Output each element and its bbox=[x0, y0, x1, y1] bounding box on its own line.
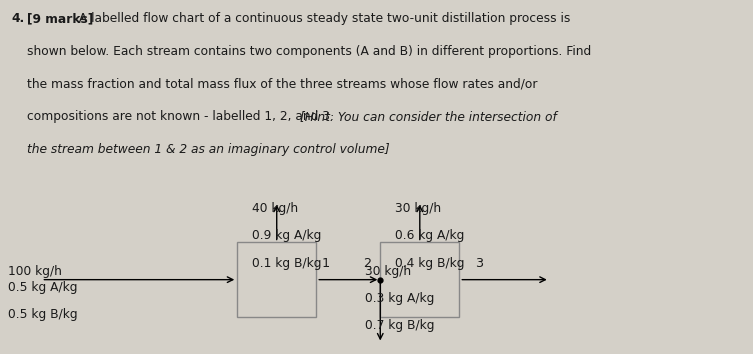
Text: 0.7 kg B/kg: 0.7 kg B/kg bbox=[365, 319, 434, 332]
Text: 0.1 kg B/kg: 0.1 kg B/kg bbox=[252, 257, 322, 270]
Text: 0.5 kg B/kg: 0.5 kg B/kg bbox=[8, 308, 77, 321]
Bar bbox=[237, 242, 316, 317]
Text: 100 kg/h: 100 kg/h bbox=[8, 265, 62, 278]
Text: 0.9 kg A/kg: 0.9 kg A/kg bbox=[252, 229, 322, 242]
Text: the stream between 1 & 2 as an imaginary control volume]: the stream between 1 & 2 as an imaginary… bbox=[27, 143, 390, 156]
Text: [Hint: You can consider the intersection of: [Hint: You can consider the intersection… bbox=[300, 110, 557, 123]
Text: 0.5 kg A/kg: 0.5 kg A/kg bbox=[8, 281, 77, 295]
Text: compositions are not known - labelled 1, 2, and 3.: compositions are not known - labelled 1,… bbox=[27, 110, 338, 123]
Text: 2: 2 bbox=[364, 257, 371, 270]
Text: [9 marks]: [9 marks] bbox=[27, 12, 93, 25]
Text: shown below. Each stream contains two components (A and B) in different proporti: shown below. Each stream contains two co… bbox=[27, 45, 591, 58]
Text: 1: 1 bbox=[322, 257, 329, 270]
Text: 30 kg/h: 30 kg/h bbox=[395, 202, 441, 215]
Text: 4.: 4. bbox=[11, 12, 25, 25]
Text: A labelled flow chart of a continuous steady state two-unit distillation process: A labelled flow chart of a continuous st… bbox=[75, 12, 570, 25]
Text: 30 kg/h: 30 kg/h bbox=[365, 266, 411, 279]
Text: 0.3 kg A/kg: 0.3 kg A/kg bbox=[365, 292, 434, 305]
Text: 40 kg/h: 40 kg/h bbox=[252, 202, 298, 215]
Text: the mass fraction and total mass flux of the three streams whose flow rates and/: the mass fraction and total mass flux of… bbox=[27, 78, 538, 91]
Text: 3: 3 bbox=[475, 257, 483, 270]
Text: 0.6 kg A/kg: 0.6 kg A/kg bbox=[395, 229, 465, 242]
Bar bbox=[380, 242, 459, 317]
Text: 0.4 kg B/kg: 0.4 kg B/kg bbox=[395, 257, 465, 270]
